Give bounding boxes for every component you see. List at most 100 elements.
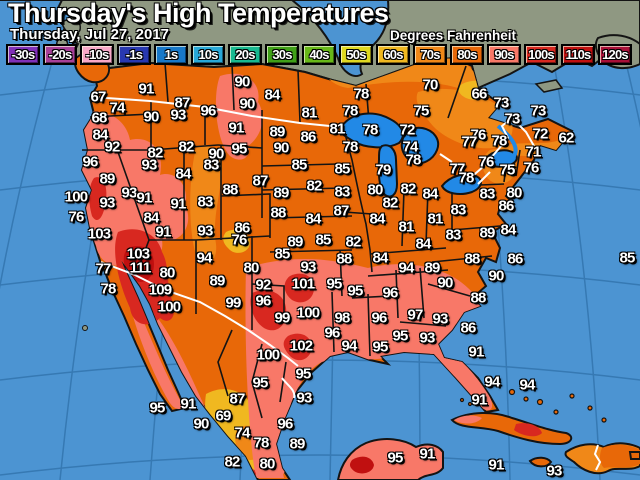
legend-item-label: 30s — [272, 47, 292, 62]
legend-item-100s: 100s — [524, 44, 558, 65]
temp-label: 97 — [407, 306, 423, 324]
temp-label: 103 — [87, 225, 111, 243]
state-borders — [82, 62, 521, 419]
legend-item-label: -20s — [48, 47, 73, 62]
temp-label: 94 — [341, 337, 357, 355]
temp-label: 100 — [256, 346, 280, 364]
temp-label: 88 — [336, 250, 352, 268]
temp-label: 91 — [138, 80, 154, 98]
temp-label: 95 — [372, 338, 388, 356]
page-title: Thursday's High Temperatures — [8, 0, 389, 28]
temp-label: 84 — [143, 209, 159, 227]
temp-label: 77 — [95, 260, 111, 278]
temp-label: 93 — [296, 389, 312, 407]
temp-label: 89 — [99, 170, 115, 188]
lake-huron — [400, 126, 440, 165]
islands — [74, 51, 640, 480]
temp-label: 84 — [369, 210, 385, 228]
temp-label: 93 — [121, 184, 137, 202]
legend-item--1s: -1s — [117, 44, 151, 65]
temp-label: 96 — [200, 102, 216, 120]
temp-label: 94 — [196, 249, 212, 267]
temp-label: 83 — [445, 226, 461, 244]
us-mexico-border — [100, 261, 299, 367]
temp-label: 87 — [174, 94, 190, 112]
temp-label: 93 — [300, 258, 316, 276]
temp-label: 78 — [342, 102, 358, 120]
legend-item-label: 1s — [164, 47, 179, 62]
temp-label: 90 — [488, 267, 504, 285]
hispaniola-east — [600, 444, 640, 468]
temp-label: 88 — [464, 250, 480, 268]
temp-label: 82 — [400, 180, 416, 198]
temp-label: 82 — [147, 144, 163, 162]
temp-label: 93 — [546, 462, 562, 480]
temp-label: 85 — [334, 160, 350, 178]
puerto-rico — [628, 451, 640, 460]
temp-label: 91 — [488, 456, 504, 474]
lake-superior — [339, 112, 404, 149]
temp-label: 91 — [155, 223, 171, 241]
legend-item-label: 100s — [528, 47, 555, 62]
temp-label: 86 — [507, 250, 523, 268]
temp-label: 95 — [149, 399, 165, 417]
temp-label: 90 — [208, 145, 224, 163]
temp-label: 82 — [306, 177, 322, 195]
temp-label: 76 — [68, 208, 84, 226]
temp-label: 69 — [215, 407, 231, 425]
temp-label: 79 — [375, 161, 391, 179]
legend-item--20s: -20s — [43, 44, 77, 65]
temp-label: 71 — [525, 143, 541, 161]
temperature-shading — [82, 58, 566, 480]
legend-item-label: 20s — [235, 47, 255, 62]
temp-label: 84 — [422, 185, 438, 203]
legend-item-30s: 30s — [265, 44, 299, 65]
st-lawrence-river — [496, 124, 518, 158]
international-borders — [91, 96, 602, 471]
temp-label: 78 — [458, 169, 474, 187]
temp-label: 93 — [99, 194, 115, 212]
temp-label: 96 — [255, 292, 271, 310]
temp-label: 78 — [342, 138, 358, 156]
legend-item-label: -1s — [125, 47, 143, 62]
temp-label: 89 — [289, 435, 305, 453]
temp-label: 76 — [523, 159, 539, 177]
temp-label: 95 — [347, 282, 363, 300]
temp-label: 73 — [530, 102, 546, 120]
legend-item-label: -30s — [11, 47, 36, 62]
temp-label: 89 — [479, 224, 495, 242]
legend-item-label: -10s — [85, 47, 110, 62]
temp-label: 90 — [234, 73, 250, 91]
temp-label: 93 — [170, 106, 186, 124]
temp-label: 80 — [259, 455, 275, 473]
temp-label: 94 — [484, 373, 500, 391]
bahamas — [459, 388, 607, 423]
temp-label: 109 — [148, 281, 172, 299]
legend-item-60s: 60s — [376, 44, 410, 65]
great-lakes — [339, 112, 518, 198]
legend-item-110s: 110s — [561, 44, 595, 65]
cuba-west — [454, 415, 482, 424]
legend-item-label: 80s — [457, 47, 477, 62]
temp-label: 80 — [506, 184, 522, 202]
temp-label: 84 — [264, 86, 280, 104]
temp-label: 77 — [449, 160, 465, 178]
us-canada-border-east — [467, 116, 535, 181]
temp-label: 95 — [387, 449, 403, 467]
temp-label: 89 — [424, 259, 440, 277]
temp-label: 100 — [157, 298, 181, 316]
temp-label: 98 — [334, 309, 350, 327]
temp-label: 78 — [491, 132, 507, 150]
legend-item-label: 60s — [383, 47, 403, 62]
temp-label: 99 — [274, 309, 290, 327]
temp-label: 86 — [460, 319, 476, 337]
temp-label: 87 — [252, 172, 268, 190]
temp-label: 95 — [231, 140, 247, 158]
temp-label: 87 — [229, 390, 245, 408]
temp-label: 75 — [413, 102, 429, 120]
temp-label: 92 — [104, 138, 120, 156]
temp-label: 78 — [353, 85, 369, 103]
lake-michigan — [377, 144, 399, 198]
temp-label: 84 — [92, 126, 108, 144]
